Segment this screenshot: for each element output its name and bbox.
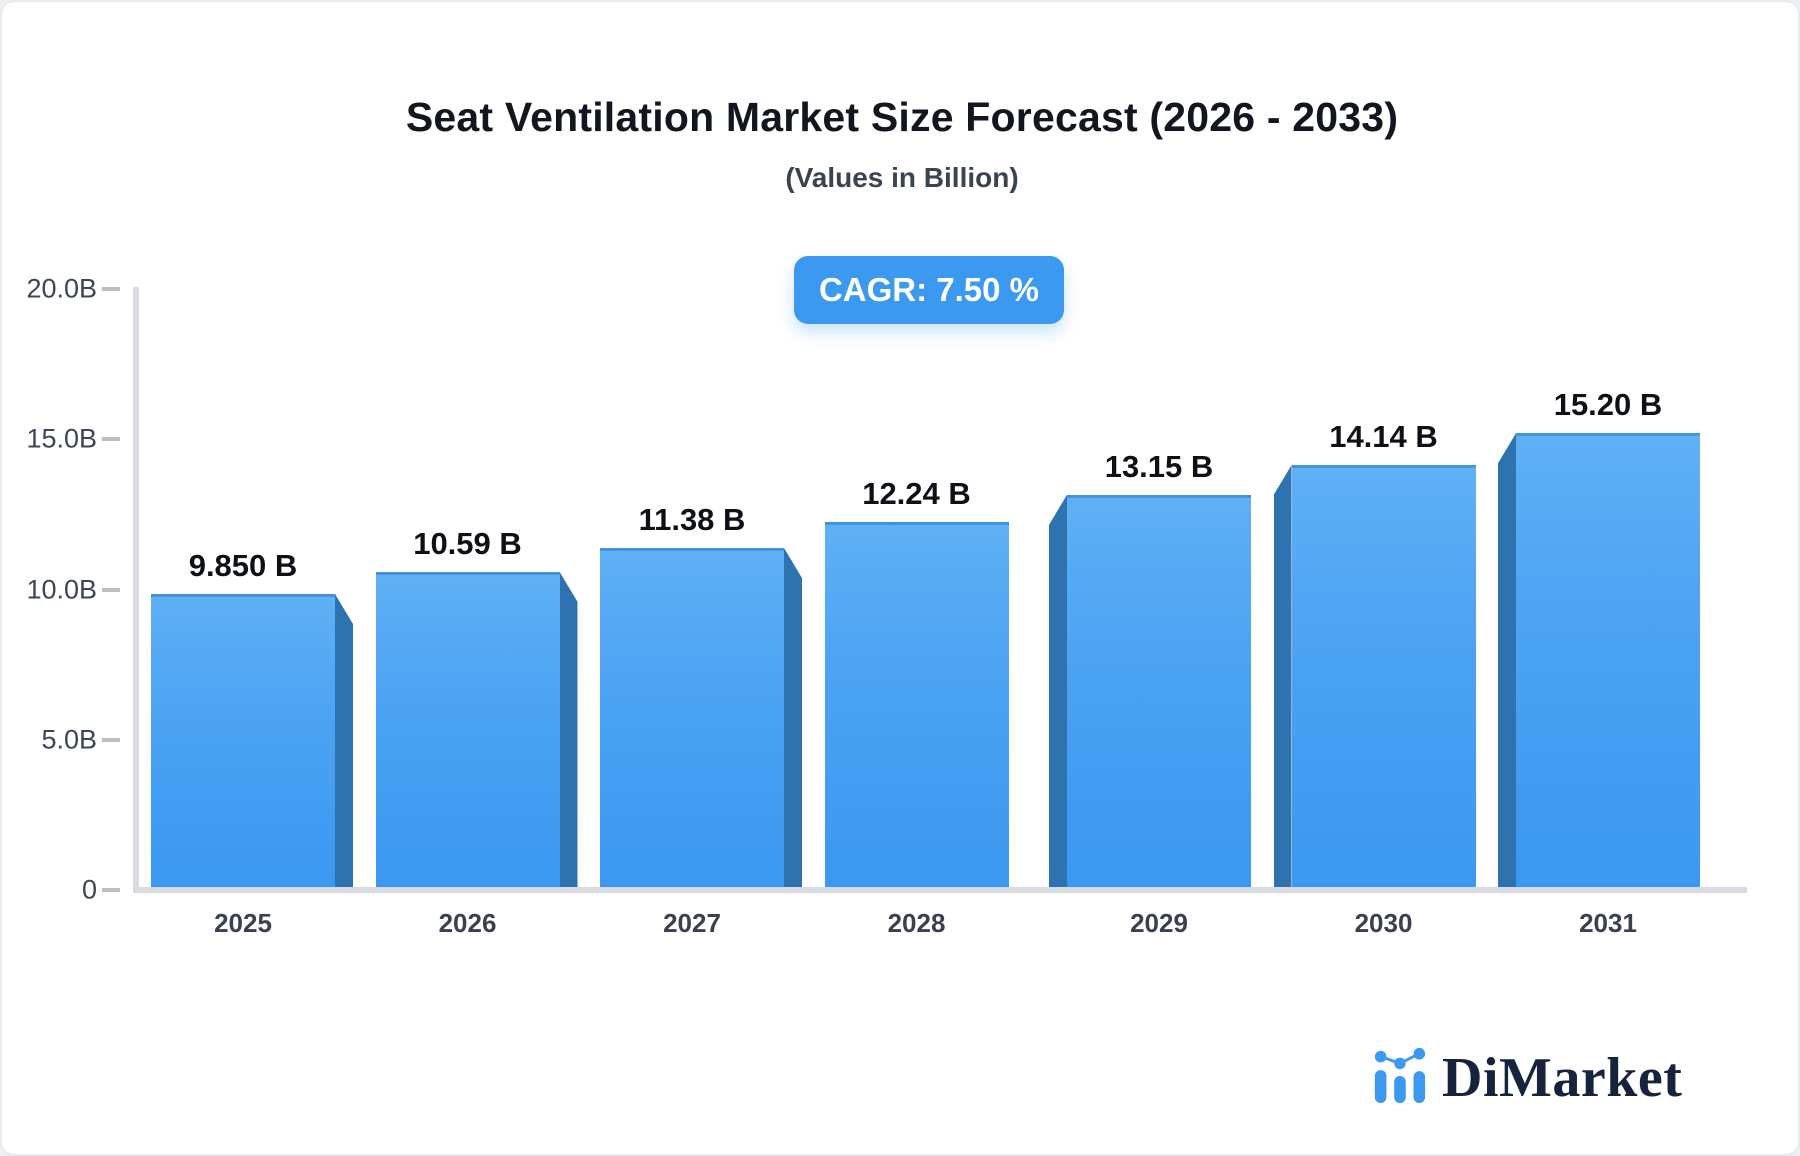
bar-side-face-2029 [1049, 494, 1067, 890]
bar-side-face-2031 [1498, 433, 1516, 890]
y-tick-mark [102, 888, 120, 892]
bar-2027[interactable] [600, 548, 784, 890]
bar-value-label: 9.850 B [188, 548, 298, 583]
bar-2029[interactable] [1067, 494, 1251, 890]
y-tick-label: 5.0B [41, 724, 97, 755]
bar-value-label: 13.15 B [1104, 448, 1214, 484]
cagr-badge-label: CAGR: 7.50 % [818, 271, 1040, 308]
x-axis-label-2028: 2028 [887, 908, 946, 938]
brand-logo[interactable]: DiMarket [1370, 1044, 1682, 1111]
y-tick-label: 0 [81, 874, 97, 905]
bar-2030[interactable] [1291, 465, 1476, 890]
bar-side-face-2026 [559, 571, 578, 890]
bar-value-label: 14.14 B [1329, 419, 1438, 455]
bar-2025[interactable] [151, 594, 335, 890]
bar-value-label: 12.24 B [862, 476, 971, 512]
chart-title: Seat Ventilation Market Size Forecast (2… [405, 94, 1399, 140]
y-tick-mark [102, 437, 120, 442]
bar-2028[interactable] [824, 522, 1009, 890]
y-tick-label: 15.0B [26, 423, 97, 454]
bar-2026[interactable] [375, 571, 560, 890]
x-axis-label-2025: 2025 [214, 908, 272, 938]
x-axis-label-2026: 2026 [438, 908, 497, 938]
y-tick-mark [102, 287, 120, 291]
x-axis-line [133, 887, 1747, 893]
x-axis-label-2027: 2027 [663, 908, 721, 938]
bar-2031[interactable] [1516, 433, 1700, 890]
brand-logo-text: DiMarket [1442, 1046, 1683, 1109]
cagr-badge: CAGR: 7.50 % [794, 256, 1064, 324]
y-tick-mark [102, 587, 120, 592]
y-axis-line [133, 287, 139, 893]
x-axis-label-2031: 2031 [1579, 908, 1637, 938]
y-tick-label: 10.0B [26, 574, 97, 604]
y-tick-mark [102, 737, 120, 742]
bar-side-face-2027 [784, 548, 802, 890]
bar-value-label: 10.59 B [413, 525, 522, 561]
bar-side-face-2025 [335, 594, 353, 890]
chart-subtitle: (Values in Billion) [785, 162, 1019, 193]
bar-value-label: 15.20 B [1553, 387, 1663, 423]
x-axis-label-2029: 2029 [1130, 908, 1188, 938]
bar-value-label: 11.38 B [638, 502, 746, 538]
x-axis-label-2030: 2030 [1354, 908, 1413, 938]
y-tick-label: 20.0B [26, 273, 97, 304]
bar-chart-logo-icon [1370, 1044, 1428, 1111]
bar-side-face-2030 [1273, 465, 1292, 890]
